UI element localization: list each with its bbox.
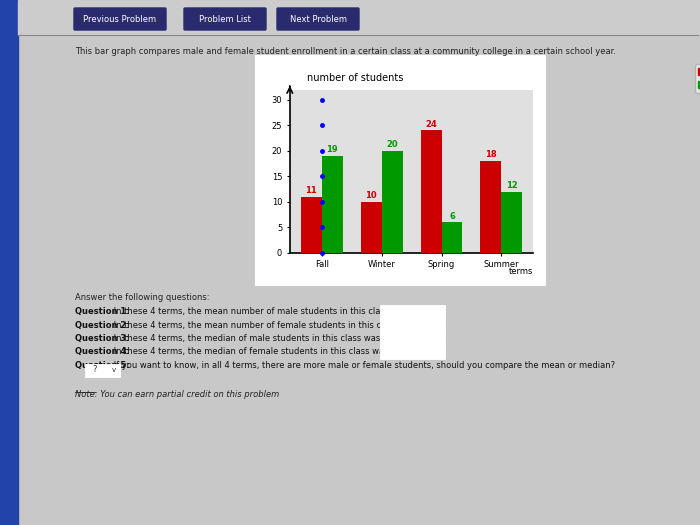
Text: 19: 19: [326, 145, 338, 154]
Bar: [480, 161, 501, 253]
Text: Question 1:: Question 1:: [75, 307, 130, 316]
Text: Answer the following questions:: Answer the following questions:: [75, 293, 209, 302]
Legend: male students, female students: male students, female students: [695, 64, 700, 93]
Text: 6: 6: [449, 212, 455, 220]
Bar: [380, 332, 445, 346]
Text: In these 4 terms, the mean number of male students in this class was: In these 4 terms, the mean number of mal…: [111, 307, 408, 316]
Text: 10: 10: [365, 191, 377, 200]
Text: Question 5:: Question 5:: [75, 361, 130, 370]
Bar: [382, 151, 402, 253]
Bar: [421, 130, 442, 253]
FancyBboxPatch shape: [74, 8, 166, 30]
Bar: [442, 222, 463, 253]
Text: In these 4 terms, the median of female students in this class was: In these 4 terms, the median of female s…: [111, 347, 388, 356]
Text: number of students: number of students: [307, 72, 404, 82]
FancyBboxPatch shape: [184, 8, 266, 30]
Bar: [380, 305, 445, 319]
Text: Problem List: Problem List: [199, 15, 251, 24]
Text: In these 4 terms, the mean number of female students in this class was: In these 4 terms, the mean number of fem…: [111, 321, 416, 330]
Text: 24: 24: [425, 120, 437, 129]
Bar: [501, 192, 522, 253]
Text: This bar graph compares male and female student enrollment in a certain class at: This bar graph compares male and female …: [75, 47, 616, 56]
Text: 12: 12: [506, 181, 518, 190]
Bar: [18, 0, 700, 35]
Bar: [85, 364, 120, 377]
Bar: [380, 345, 445, 359]
Text: 20: 20: [386, 140, 398, 149]
Text: In these 4 terms, the median of male students in this class was: In these 4 terms, the median of male stu…: [111, 334, 381, 343]
Bar: [255, 55, 545, 285]
Bar: [301, 197, 322, 253]
Text: ?: ?: [92, 365, 97, 374]
Text: Question 2:: Question 2:: [75, 321, 130, 330]
Text: If you want to know, in all 4 terms, there are more male or female students, sho: If you want to know, in all 4 terms, the…: [111, 361, 615, 370]
Bar: [360, 202, 382, 253]
Text: 11: 11: [305, 186, 317, 195]
Text: v: v: [112, 367, 116, 373]
Text: Question 3:: Question 3:: [75, 334, 130, 343]
Text: Note: You can earn partial credit on this problem: Note: You can earn partial credit on thi…: [75, 390, 279, 399]
Text: Next Problem: Next Problem: [290, 15, 346, 24]
Text: terms: terms: [509, 267, 533, 276]
Bar: [322, 156, 343, 253]
Text: Previous Problem: Previous Problem: [83, 15, 157, 24]
Bar: [0, 0, 18, 525]
Text: Question 4:: Question 4:: [75, 347, 130, 356]
FancyBboxPatch shape: [277, 8, 359, 30]
Text: 18: 18: [485, 151, 497, 160]
Bar: [380, 319, 445, 333]
